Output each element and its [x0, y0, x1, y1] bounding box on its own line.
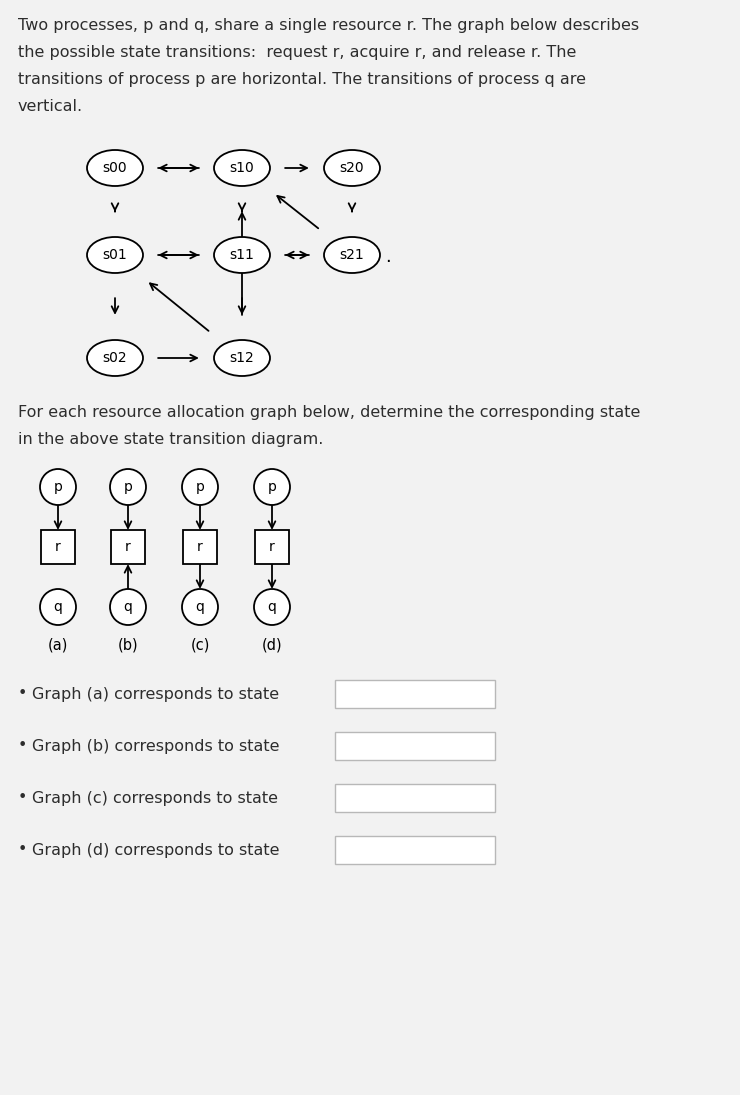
Ellipse shape: [214, 150, 270, 186]
Ellipse shape: [87, 341, 143, 376]
Text: vertical.: vertical.: [18, 99, 83, 114]
Circle shape: [254, 469, 290, 505]
Text: r: r: [125, 540, 131, 554]
Ellipse shape: [87, 237, 143, 273]
Text: p: p: [268, 480, 277, 494]
Circle shape: [40, 589, 76, 625]
Text: p: p: [53, 480, 62, 494]
Ellipse shape: [214, 237, 270, 273]
FancyBboxPatch shape: [41, 530, 75, 564]
FancyBboxPatch shape: [335, 731, 495, 760]
Text: •: •: [18, 791, 27, 806]
Ellipse shape: [324, 150, 380, 186]
Circle shape: [110, 589, 146, 625]
Text: q: q: [195, 600, 204, 614]
Text: Graph (d) corresponds to state: Graph (d) corresponds to state: [32, 842, 280, 857]
FancyBboxPatch shape: [111, 530, 145, 564]
Text: s21: s21: [340, 247, 364, 262]
FancyBboxPatch shape: [255, 530, 289, 564]
Text: q: q: [268, 600, 277, 614]
Text: r: r: [269, 540, 275, 554]
Text: •: •: [18, 842, 27, 857]
Text: r: r: [55, 540, 61, 554]
FancyBboxPatch shape: [335, 680, 495, 708]
FancyBboxPatch shape: [335, 784, 495, 812]
Text: (d): (d): [262, 637, 283, 653]
Text: (c): (c): [190, 637, 209, 653]
Circle shape: [182, 589, 218, 625]
Text: the possible state transitions:  request r, acquire r, and release r. The: the possible state transitions: request …: [18, 45, 576, 60]
Text: q: q: [124, 600, 132, 614]
Text: q: q: [53, 600, 62, 614]
Text: p: p: [124, 480, 132, 494]
Text: •: •: [18, 687, 27, 702]
Ellipse shape: [324, 237, 380, 273]
Circle shape: [110, 469, 146, 505]
Text: (b): (b): [118, 637, 138, 653]
Text: s12: s12: [229, 351, 255, 365]
Text: (a): (a): [48, 637, 68, 653]
Text: s10: s10: [229, 161, 255, 175]
Text: s11: s11: [229, 247, 255, 262]
Text: r: r: [197, 540, 203, 554]
Text: transitions of process p are horizontal. The transitions of process q are: transitions of process p are horizontal.…: [18, 72, 586, 87]
Circle shape: [254, 589, 290, 625]
Text: s01: s01: [103, 247, 127, 262]
Text: s02: s02: [103, 351, 127, 365]
Text: .: .: [385, 247, 391, 266]
Text: s00: s00: [103, 161, 127, 175]
Text: For each resource allocation graph below, determine the corresponding state: For each resource allocation graph below…: [18, 405, 640, 420]
Ellipse shape: [214, 341, 270, 376]
Circle shape: [182, 469, 218, 505]
Ellipse shape: [87, 150, 143, 186]
Text: p: p: [195, 480, 204, 494]
Circle shape: [40, 469, 76, 505]
Text: Graph (c) corresponds to state: Graph (c) corresponds to state: [32, 791, 278, 806]
Text: s20: s20: [340, 161, 364, 175]
Text: •: •: [18, 738, 27, 753]
Text: in the above state transition diagram.: in the above state transition diagram.: [18, 433, 323, 447]
Text: Graph (b) corresponds to state: Graph (b) corresponds to state: [32, 738, 280, 753]
FancyBboxPatch shape: [335, 835, 495, 864]
FancyBboxPatch shape: [183, 530, 217, 564]
Text: Graph (a) corresponds to state: Graph (a) corresponds to state: [32, 687, 279, 702]
Text: Two processes, p and q, share a single resource r. The graph below describes: Two processes, p and q, share a single r…: [18, 18, 639, 33]
